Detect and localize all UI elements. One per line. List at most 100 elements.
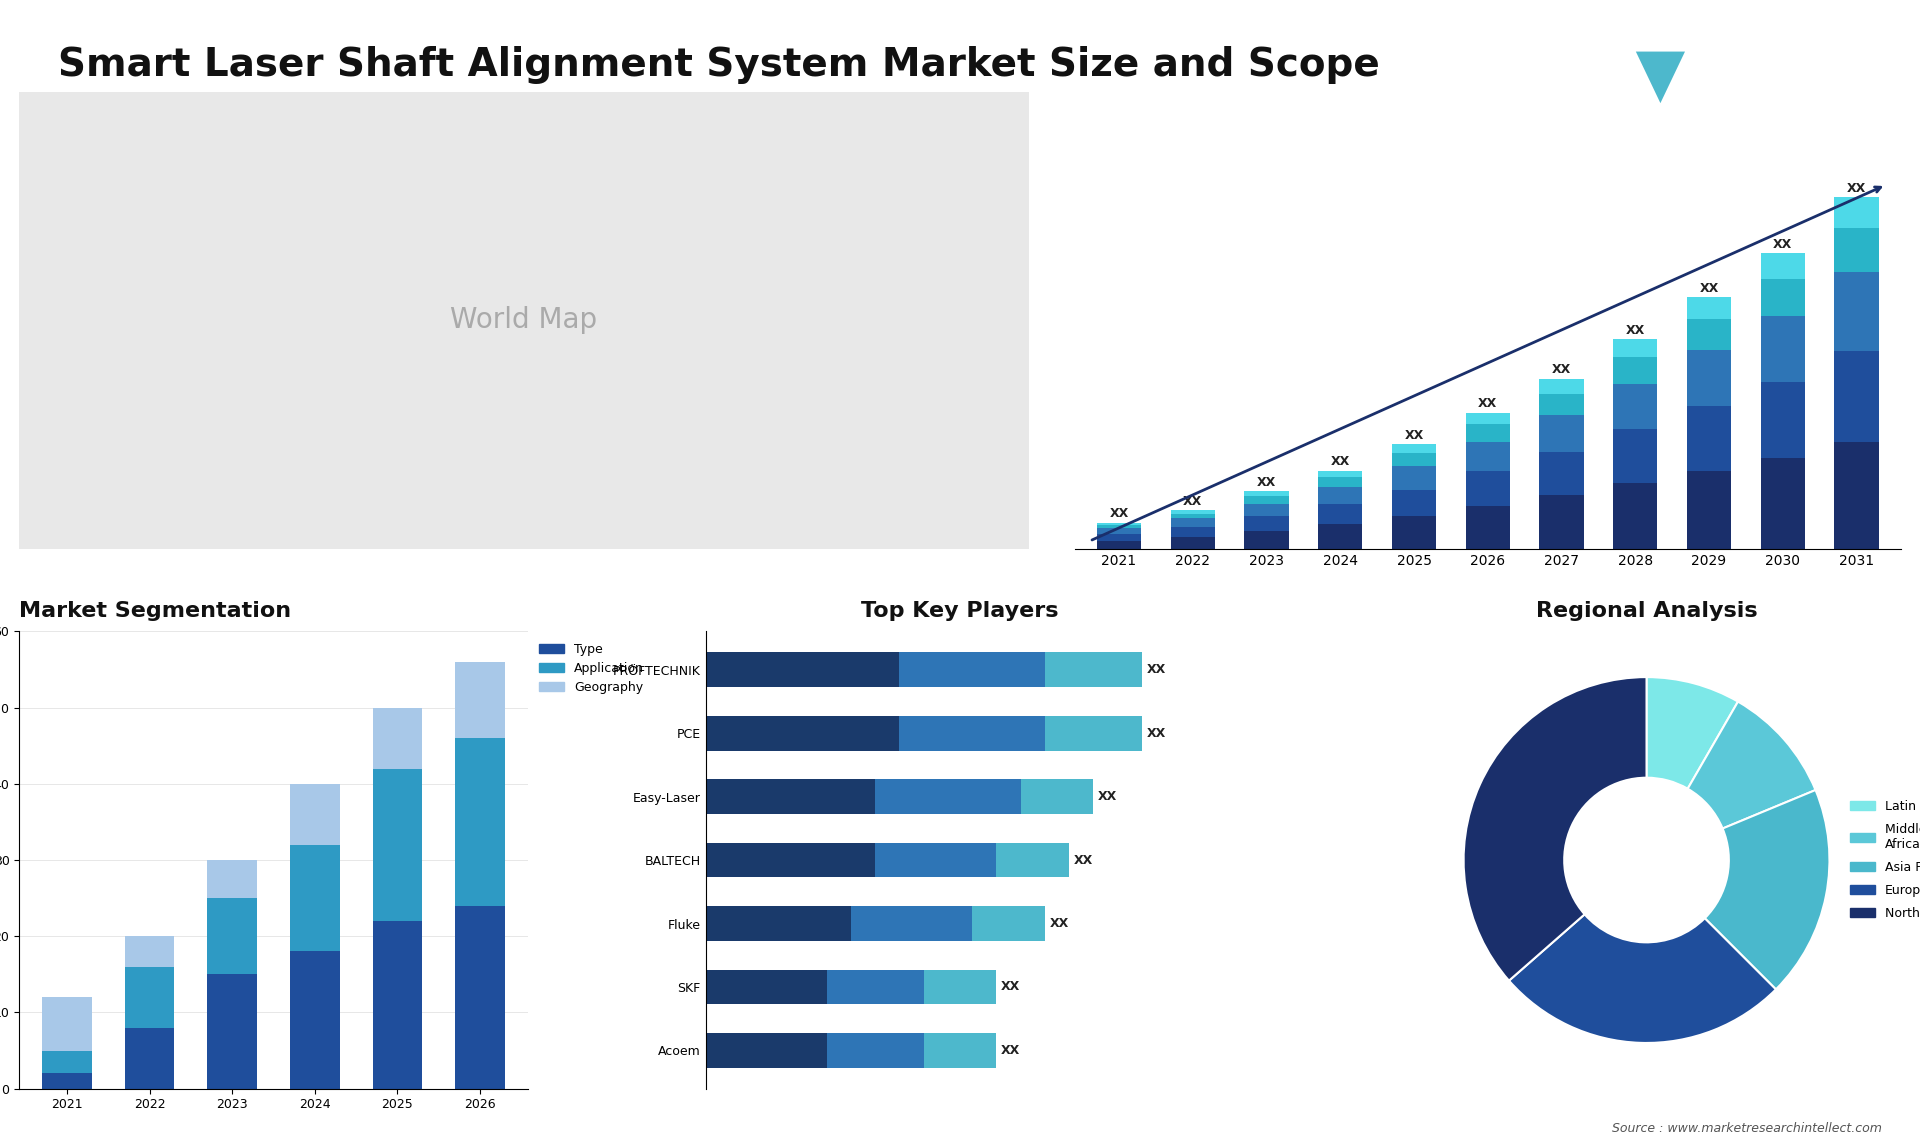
Text: Smart Laser Shaft Alignment System Market Size and Scope: Smart Laser Shaft Alignment System Marke…: [58, 46, 1379, 84]
Bar: [1688, 319, 1732, 350]
Bar: [1540, 453, 1584, 495]
Bar: [455, 662, 505, 738]
Bar: [1096, 528, 1140, 534]
Text: XX: XX: [1847, 182, 1866, 195]
Bar: [1613, 339, 1657, 358]
Bar: [42, 1051, 92, 1074]
Bar: [1465, 413, 1509, 424]
Text: XX: XX: [1331, 455, 1350, 468]
Bar: [1096, 525, 1140, 528]
Bar: [1613, 482, 1657, 549]
Bar: [924, 1033, 996, 1068]
Bar: [1319, 471, 1363, 477]
Text: XX: XX: [1146, 727, 1165, 739]
Bar: [876, 842, 996, 878]
Bar: [1761, 278, 1805, 316]
Bar: [42, 1074, 92, 1089]
Bar: [1834, 351, 1878, 441]
Bar: [1096, 541, 1140, 549]
Bar: [996, 842, 1069, 878]
Bar: [1244, 496, 1288, 503]
Wedge shape: [1463, 677, 1647, 981]
Polygon shape: [1636, 52, 1686, 103]
Bar: [1171, 513, 1215, 518]
Bar: [372, 769, 422, 921]
Bar: [125, 936, 175, 967]
Bar: [1319, 524, 1363, 549]
Bar: [1613, 384, 1657, 430]
Bar: [899, 715, 1044, 751]
Bar: [1761, 458, 1805, 549]
Text: XX: XX: [1626, 324, 1645, 337]
Wedge shape: [1509, 915, 1776, 1043]
Bar: [707, 1033, 828, 1068]
Bar: [1392, 466, 1436, 489]
Bar: [1540, 394, 1584, 415]
Bar: [290, 951, 340, 1089]
Wedge shape: [1705, 790, 1830, 989]
Bar: [1761, 253, 1805, 278]
Text: XX: XX: [1183, 495, 1202, 508]
Bar: [1319, 503, 1363, 524]
Bar: [1171, 518, 1215, 527]
Bar: [828, 1033, 924, 1068]
Bar: [1688, 406, 1732, 471]
Bar: [707, 842, 876, 878]
Bar: [1613, 430, 1657, 482]
Bar: [1044, 652, 1142, 688]
Bar: [290, 784, 340, 845]
Bar: [1319, 477, 1363, 487]
Bar: [1540, 495, 1584, 549]
Bar: [1540, 415, 1584, 453]
Bar: [1834, 273, 1878, 351]
Bar: [372, 921, 422, 1089]
Bar: [372, 707, 422, 769]
Bar: [207, 974, 257, 1089]
Bar: [1021, 779, 1092, 814]
Bar: [1688, 350, 1732, 406]
Bar: [125, 1028, 175, 1089]
Text: XX: XX: [1551, 363, 1571, 376]
Bar: [1540, 379, 1584, 394]
Bar: [125, 967, 175, 1028]
Bar: [1761, 316, 1805, 383]
Bar: [876, 779, 1021, 814]
Bar: [1688, 471, 1732, 549]
Bar: [1613, 358, 1657, 384]
Bar: [828, 970, 924, 1004]
Bar: [1465, 424, 1509, 441]
Bar: [707, 779, 876, 814]
Bar: [972, 906, 1044, 941]
Bar: [1834, 228, 1878, 273]
Polygon shape: [1611, 52, 1661, 103]
Text: World Map: World Map: [451, 306, 597, 335]
Bar: [1761, 383, 1805, 458]
Legend: Latin America, Middle East &
Africa, Asia Pacific, Europe, North America: Latin America, Middle East & Africa, Asi…: [1845, 795, 1920, 925]
Bar: [1392, 516, 1436, 549]
Bar: [1392, 453, 1436, 466]
Bar: [707, 906, 851, 941]
Text: XX: XX: [1073, 854, 1092, 866]
Bar: [707, 715, 899, 751]
Bar: [290, 845, 340, 951]
Bar: [1171, 536, 1215, 549]
Bar: [1465, 507, 1509, 549]
Bar: [1096, 523, 1140, 525]
Text: XX: XX: [1000, 1044, 1020, 1057]
Bar: [1171, 510, 1215, 513]
Bar: [924, 970, 996, 1004]
Bar: [1392, 445, 1436, 453]
Bar: [1319, 487, 1363, 503]
Bar: [851, 906, 972, 941]
Bar: [1244, 492, 1288, 496]
Bar: [1244, 503, 1288, 516]
Bar: [1171, 527, 1215, 536]
Bar: [899, 652, 1044, 688]
Bar: [1834, 441, 1878, 549]
Bar: [1044, 715, 1142, 751]
Title: Top Key Players: Top Key Players: [862, 602, 1058, 621]
Bar: [1834, 197, 1878, 228]
Wedge shape: [1688, 701, 1816, 829]
Text: Source : www.marketresearchintellect.com: Source : www.marketresearchintellect.com: [1611, 1122, 1882, 1135]
Bar: [707, 652, 899, 688]
